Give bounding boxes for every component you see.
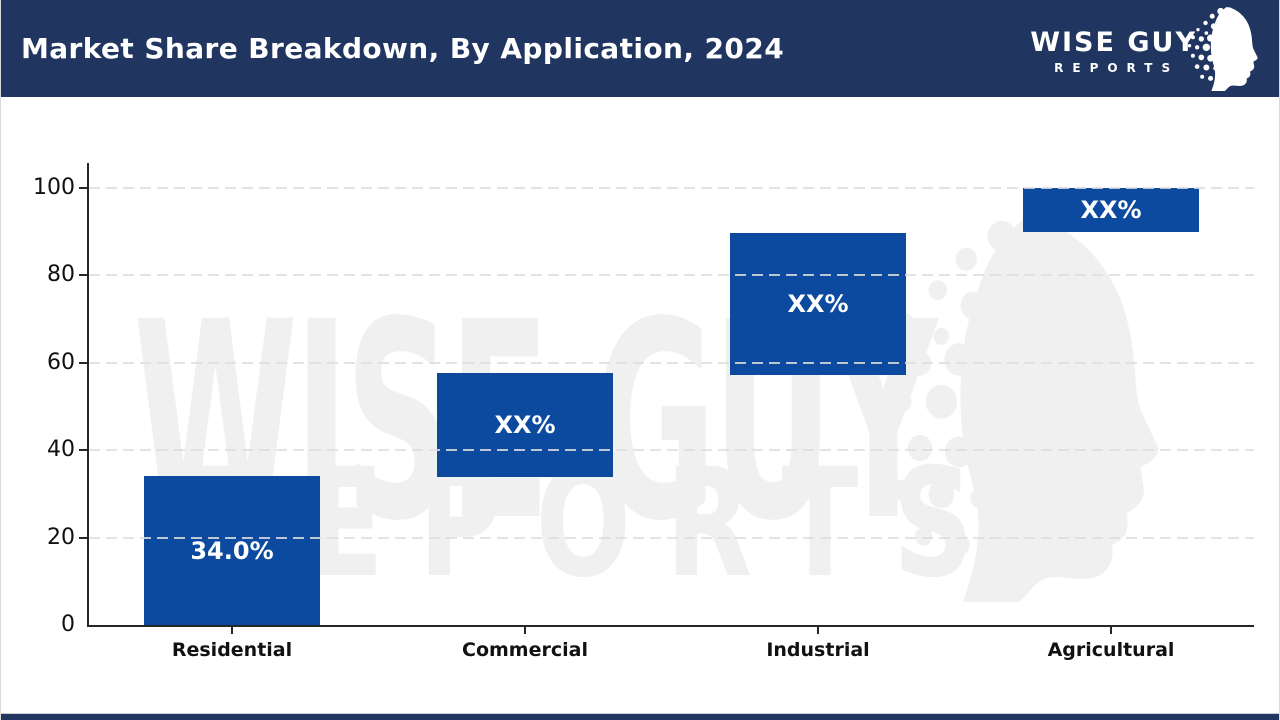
y-tick-label: 0 [61, 612, 75, 637]
bar-value-label: 34.0% [190, 536, 274, 565]
gridline-20 [89, 536, 1254, 539]
wiseguy-logo-text: WISE GUY REPORTS [1030, 27, 1197, 75]
x-tick-mark [524, 627, 526, 634]
y-tick-mark [79, 536, 87, 539]
x-axis-line [87, 625, 1254, 627]
y-tick-label: 100 [33, 174, 75, 200]
bar-value-label: XX% [787, 290, 849, 319]
y-tick-mark [79, 361, 87, 364]
footer-bar [1, 713, 1279, 720]
y-axis-line [87, 163, 89, 627]
y-tick-label: 20 [47, 524, 75, 550]
logo-brand-text: WISE GUY [1030, 26, 1197, 58]
category-label-commercial: Commercial [462, 639, 588, 661]
bar-agricultural: XX% [1023, 187, 1199, 233]
bar-commercial: XX% [437, 373, 613, 478]
gridline-60 [89, 361, 1254, 364]
y-tick-mark [79, 274, 87, 276]
y-tick-mark [79, 449, 87, 451]
bar-value-label: XX% [1080, 196, 1142, 225]
bar-industrial: XX% [730, 233, 906, 376]
category-label-residential: Residential [171, 639, 293, 661]
y-tick-label: 60 [47, 349, 75, 375]
gridline-100 [89, 186, 1254, 189]
bar-value-label: XX% [494, 411, 556, 440]
page-title: Market Share Breakdown, By Application, … [21, 32, 785, 65]
bar-residential: 34.0% [144, 476, 320, 625]
logo-sub-text: REPORTS [1054, 60, 1180, 75]
category-label-industrial: Industrial [766, 639, 870, 661]
y-tick-label: 80 [47, 262, 75, 287]
gridline-40 [89, 449, 1254, 451]
x-tick-mark [1110, 627, 1112, 634]
y-tick-mark [79, 186, 87, 189]
wiseguy-logo: WISE GUY REPORTS [1030, 6, 1267, 91]
category-label-agricultural: Agricultural [1047, 639, 1175, 661]
y-tick-label: 40 [47, 437, 75, 462]
gridline-80 [89, 274, 1254, 276]
x-tick-mark [231, 627, 233, 634]
x-tick-mark [817, 627, 819, 634]
header-bar: Market Share Breakdown, By Application, … [1, 0, 1279, 97]
